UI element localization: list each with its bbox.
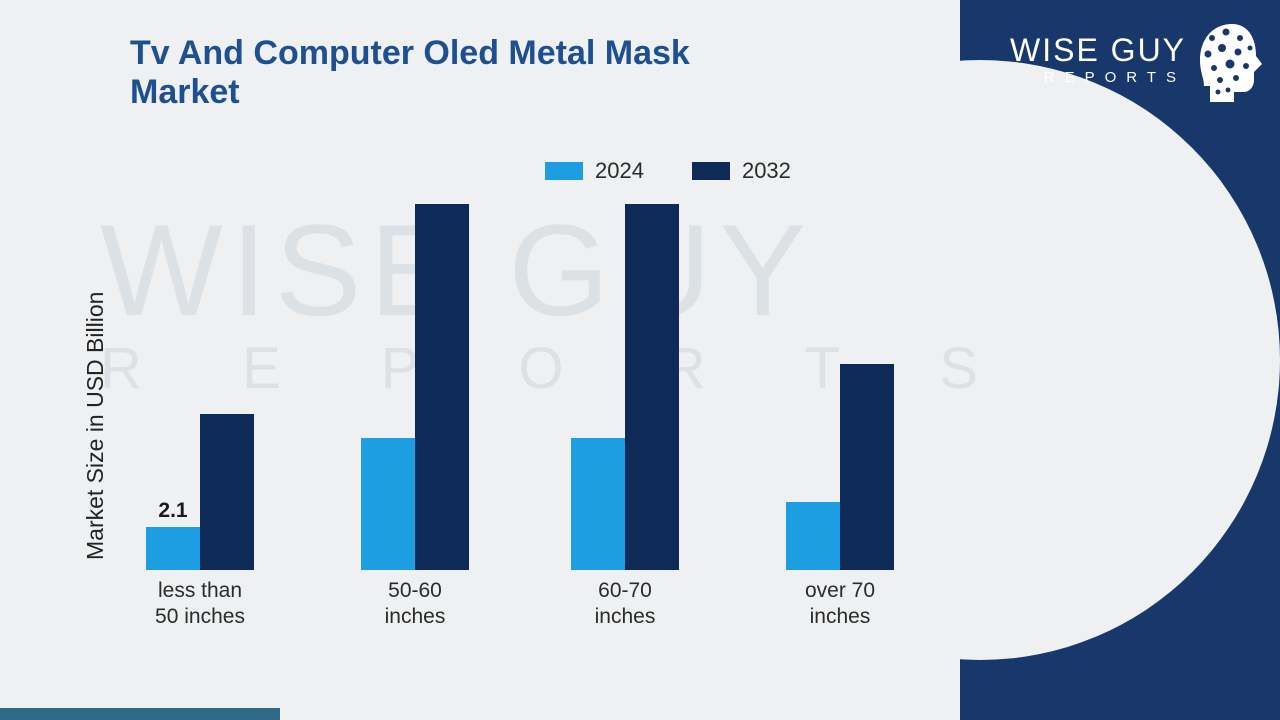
brand-logo: WISE GUY REPORTS bbox=[1010, 32, 1186, 86]
y-axis-label: Market Size in USD Billion bbox=[82, 292, 109, 560]
bar-2024 bbox=[571, 438, 625, 570]
legend: 2024 2032 bbox=[545, 158, 791, 184]
x-axis-label: less than 50 inches bbox=[145, 578, 255, 631]
legend-swatch-2024 bbox=[545, 162, 583, 180]
bar-2024 bbox=[146, 527, 200, 570]
chart-title: Tv And Computer Oled Metal Mask Market bbox=[130, 34, 770, 112]
bar-2032 bbox=[625, 204, 679, 570]
bar-2032 bbox=[200, 414, 254, 570]
plot-area: 2.1 bbox=[130, 200, 920, 570]
stage: WISE GUY R E P O R T S Tv And Computer O… bbox=[0, 0, 1280, 720]
bar-2032 bbox=[415, 204, 469, 570]
legend-swatch-2032 bbox=[692, 162, 730, 180]
legend-label-2032: 2032 bbox=[742, 158, 791, 184]
brand-line2: REPORTS bbox=[1010, 69, 1186, 86]
bar-2024 bbox=[361, 438, 415, 570]
legend-item-2032: 2032 bbox=[692, 158, 791, 184]
brand-head-icon bbox=[1192, 20, 1272, 110]
x-axis-labels: less than 50 inches 50-60 inches 60-70 inc… bbox=[130, 578, 920, 698]
bar-2032 bbox=[840, 364, 894, 570]
bar-group bbox=[571, 200, 679, 570]
bar-2024 bbox=[786, 502, 840, 570]
bar-value-label: 2.1 bbox=[158, 499, 187, 523]
legend-item-2024: 2024 bbox=[545, 158, 644, 184]
x-axis-label: 50-60 inches bbox=[360, 578, 470, 631]
bar-group bbox=[786, 200, 894, 570]
bottom-accent-bar bbox=[0, 708, 280, 720]
legend-label-2024: 2024 bbox=[595, 158, 644, 184]
brand-line1: WISE GUY bbox=[1010, 32, 1186, 69]
x-axis-label: 60-70 inches bbox=[570, 578, 680, 631]
bar-group bbox=[361, 200, 469, 570]
x-axis-label: over 70 inches bbox=[785, 578, 895, 631]
